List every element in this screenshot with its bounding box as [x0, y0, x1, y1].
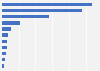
Bar — [2, 40, 7, 43]
Bar — [2, 64, 4, 68]
Bar — [2, 33, 8, 37]
Bar — [2, 46, 7, 49]
Bar — [2, 3, 92, 6]
Bar — [2, 9, 82, 12]
Bar — [2, 27, 11, 31]
Bar — [2, 21, 20, 25]
Bar — [2, 52, 6, 55]
Bar — [2, 58, 5, 61]
Bar — [2, 15, 49, 18]
